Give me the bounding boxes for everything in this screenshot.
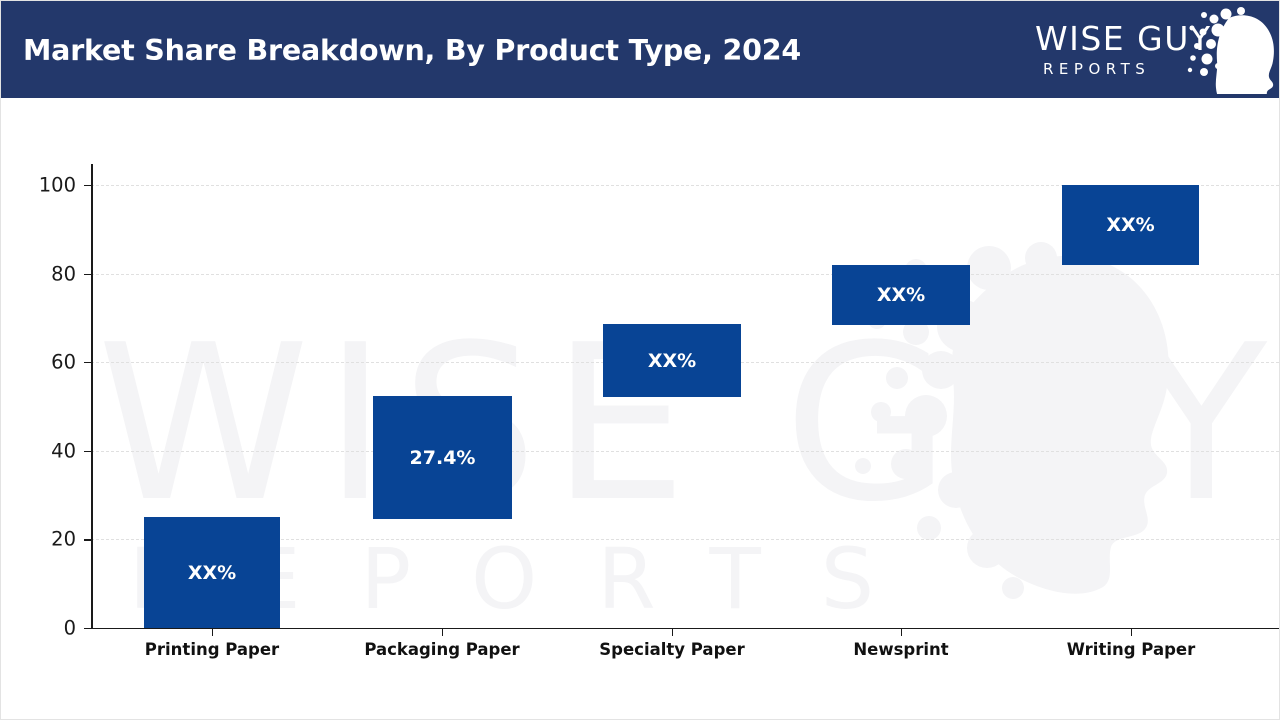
x-tick-label-printing-paper: Printing Paper	[144, 640, 280, 659]
logo-wordmark-primary: WISE GUY	[1035, 19, 1212, 58]
chart-area: WISE GUY REPORTS 100 80 60 40 2	[1, 98, 1279, 719]
bar-packaging-paper[interactable]	[373, 396, 512, 519]
y-tick-label-80: 80	[51, 261, 76, 285]
y-tick-mark-100	[84, 184, 92, 187]
bar-label-writing-paper: XX%	[1106, 214, 1155, 236]
y-axis-spine	[91, 164, 93, 629]
y-tick-label-60: 60	[51, 350, 76, 374]
bar-printing-paper[interactable]	[144, 517, 280, 628]
bar-label-specialty-paper: XX%	[647, 349, 697, 372]
gridline-100	[91, 184, 1279, 186]
y-tick-mark-40	[84, 450, 92, 453]
x-tick-mark-newsprint	[900, 629, 902, 636]
plot-area: 100 80 60 40 20 0 Printing Paper Packagi…	[1, 98, 1279, 719]
gridline-80	[91, 273, 1279, 275]
bar-writing-paper[interactable]	[1062, 185, 1199, 265]
bar-specialty-paper[interactable]	[603, 324, 741, 397]
x-tick-label-newsprint: Newsprint	[853, 640, 949, 659]
y-tick-mark-60	[84, 362, 92, 364]
y-tick-mark-0	[84, 627, 92, 630]
page-title: Market Share Breakdown, By Product Type,…	[23, 34, 802, 67]
y-tick-mark-20	[84, 539, 92, 541]
gridline-20	[91, 539, 1279, 541]
bar-label-packaging-paper: 27.4%	[409, 446, 476, 469]
gridline-40	[91, 450, 1279, 452]
x-tick-mark-printing-paper	[211, 629, 213, 636]
x-tick-label-packaging-paper: Packaging Paper	[364, 640, 520, 659]
bar-label-printing-paper: XX%	[187, 561, 237, 584]
y-tick-label-100: 100	[38, 173, 76, 197]
logo-head-icon	[1187, 7, 1274, 94]
page-header: Market Share Breakdown, By Product Type,…	[1, 1, 1279, 98]
x-axis-spine	[91, 627, 1279, 630]
x-tick-mark-writing-paper	[1130, 629, 1132, 636]
y-tick-label-20: 20	[51, 527, 76, 551]
x-tick-mark-packaging-paper	[441, 629, 443, 636]
bar-label-newsprint: XX%	[876, 284, 926, 306]
bar-newsprint[interactable]	[832, 265, 970, 325]
x-tick-mark-specialty-paper	[671, 629, 673, 636]
x-tick-label-specialty-paper: Specialty Paper	[599, 640, 745, 659]
logo-wordmark-secondary: REPORTS	[1043, 60, 1150, 78]
y-tick-label-0: 0	[63, 616, 76, 640]
y-tick-mark-80	[84, 273, 92, 275]
x-tick-label-writing-paper: Writing Paper	[1066, 640, 1196, 659]
wise-guy-reports-logo: WISE GUY REPORTS	[1021, 6, 1276, 94]
y-tick-label-40: 40	[51, 438, 76, 462]
